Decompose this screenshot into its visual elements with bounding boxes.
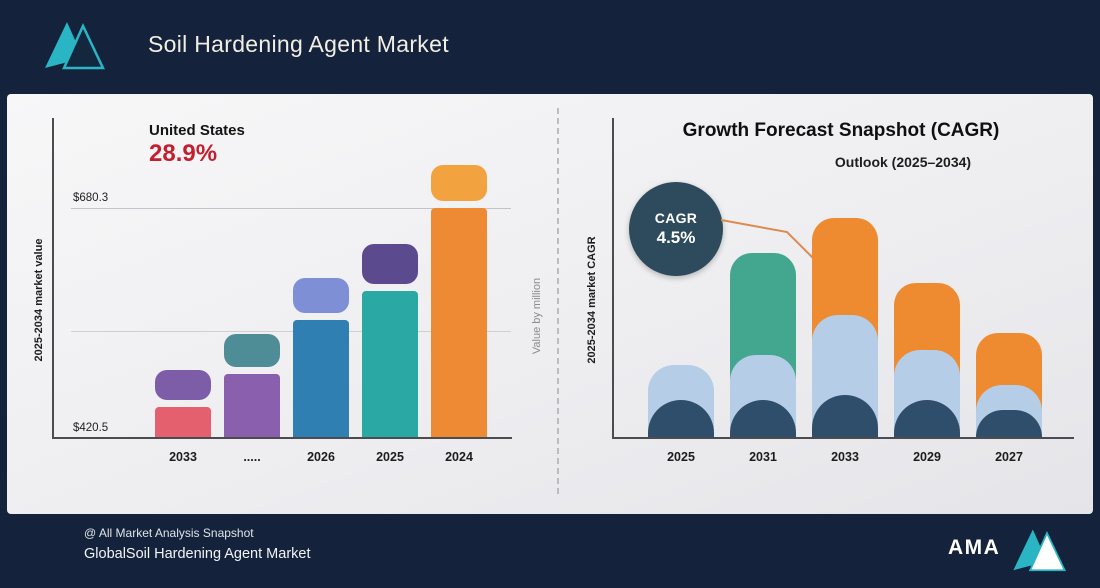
badge-connector-line <box>720 219 820 265</box>
right-chart-subtitle: Outlook (2025–2034) <box>834 154 972 170</box>
cagr-badge-value: 4.5% <box>656 228 696 247</box>
left-chart-growth-value: 28.9% <box>149 140 218 167</box>
page-title: Soil Hardening Agent Market <box>148 30 449 57</box>
right-bar-2027-base <box>976 410 1042 437</box>
right-x-label-2029: 2029 <box>913 450 941 464</box>
top-bar: Soil Hardening Agent Market <box>0 0 1100 88</box>
left-bar-cap-2026 <box>293 278 349 313</box>
left-chart-y-axis-label: 2025-2034 market value <box>33 238 45 362</box>
cagr-badge: CAGR 4.5% <box>629 182 723 276</box>
right-chart-title: Growth Forecast Snapshot (CAGR) <box>682 120 1000 141</box>
footer-ama-logo-icon <box>1013 529 1067 572</box>
left-bar-2024 <box>431 208 487 437</box>
cagr-badge-label: CAGR <box>654 210 698 226</box>
left-x-label-2024: 2024 <box>445 450 473 464</box>
y-tick-bottom: $420.5 <box>73 422 109 434</box>
left-x-label-.....: ..... <box>243 450 261 464</box>
left-bar-2025 <box>362 291 418 437</box>
footer-bar: @ All Market Analysis Snapshot GlobalSoi… <box>0 514 1100 588</box>
right-chart-y-axis-label: 2025-2034 market CAGR <box>586 236 598 364</box>
right-chart-plot: 2025 2031 2033 2029 2027 <box>612 120 1072 464</box>
gridline-top <box>71 208 511 209</box>
footer-tagline: @ All Market Analysis Snapshot <box>84 526 254 540</box>
right-chart-y-axis <box>612 118 614 439</box>
left-chart-title: United States <box>149 122 245 139</box>
footer-title: GlobalSoil Hardening Agent Market <box>84 546 311 562</box>
left-bar-2033 <box>155 407 211 437</box>
ama-logo-icon <box>45 22 105 70</box>
footer-brand-text: AMA <box>948 536 1001 559</box>
left-bar-cap-2025 <box>362 244 418 284</box>
left-x-label-2025: 2025 <box>376 450 404 464</box>
value-by-million-label: Value by million <box>531 277 543 355</box>
right-chart-x-axis <box>612 437 1074 439</box>
left-x-label-2033: 2033 <box>169 450 197 464</box>
content-panel: United States 28.9% 2025-2034 market val… <box>7 94 1093 514</box>
left-chart-y-axis <box>52 118 54 439</box>
left-bar-cap-2024 <box>431 165 487 201</box>
left-chart-x-axis <box>52 437 512 439</box>
right-x-label-2025: 2025 <box>667 450 695 464</box>
panel-divider <box>557 108 559 494</box>
left-bar-cap-..... <box>224 334 280 367</box>
right-x-label-2027: 2027 <box>995 450 1023 464</box>
right-x-label-2031: 2031 <box>749 450 777 464</box>
left-x-label-2026: 2026 <box>307 450 335 464</box>
gridline-mid <box>71 331 511 332</box>
right-x-label-2033: 2033 <box>831 450 859 464</box>
left-bar-..... <box>224 374 280 437</box>
left-bar-2026 <box>293 320 349 437</box>
left-bar-cap-2033 <box>155 370 211 400</box>
left-chart-plot: 2033..... 2026 2025 2024 <box>52 120 510 464</box>
y-tick-top: $680.3 <box>73 192 109 204</box>
